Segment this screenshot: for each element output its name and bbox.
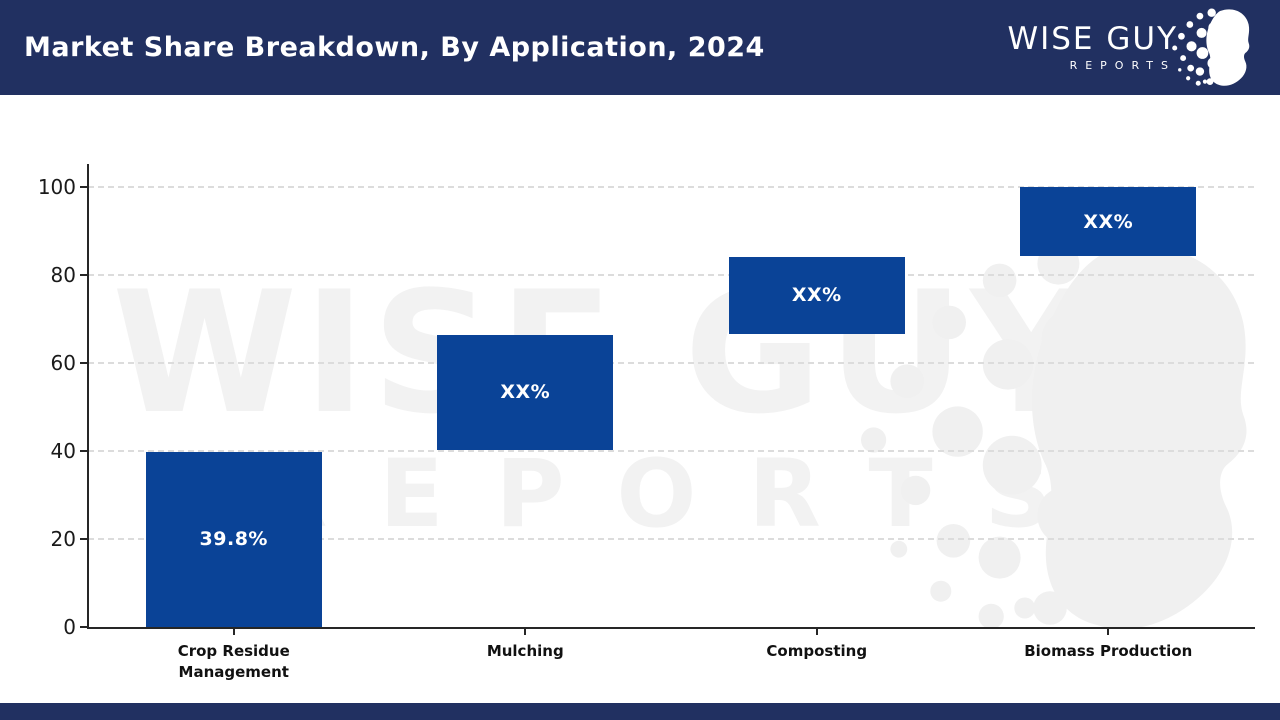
brand-logo: WISE GUY REPORTS [1007,6,1256,90]
x-tick-mark [1107,629,1110,635]
y-tick-mark [80,538,88,540]
bar: XX% [1020,187,1197,257]
y-gridline [88,186,1254,188]
footer-bar [0,703,1280,720]
y-tick-mark [80,274,88,276]
x-category-label: Mulching [486,642,564,660]
y-tick-mark [80,626,88,628]
y-tick-label: 40 [50,439,76,463]
y-gridline [88,274,1254,276]
y-tick-label: 20 [50,527,76,551]
bar: XX% [437,334,614,451]
x-tick-mark [524,629,527,635]
chart-area: WISE GUY REPORTS 0 20 40 60 80 100 39.8% Crop R… [0,95,1280,703]
y-gridline [88,538,1254,540]
bar-value-label: 39.8% [199,528,268,551]
y-tick-label: 100 [37,175,76,199]
x-category-label: Crop Residue Management [177,642,290,681]
y-tick-label: 0 [63,615,76,639]
header-bar: Market Share Breakdown, By Application, … [0,0,1280,95]
bar-value-label: XX% [1083,210,1134,233]
y-gridline [88,362,1254,364]
brand-logo-text: WISE GUY REPORTS [1007,20,1178,72]
brand-subname: REPORTS [1069,58,1176,72]
y-tick-mark [80,186,88,188]
x-category-label: Biomass Production [1024,642,1193,660]
page-title: Market Share Breakdown, By Application, … [24,32,765,63]
brand-name: WISE GUY [1007,20,1178,57]
y-tick-mark [80,450,88,452]
y-gridline [88,450,1254,452]
x-category-label: Composting [766,642,868,660]
bar-value-label: XX% [791,284,842,307]
y-tick-label: 60 [50,351,76,375]
y-tick-label: 80 [50,263,76,287]
y-tick-mark [80,362,88,364]
y-axis-line [87,164,89,629]
x-axis-line [87,627,1255,629]
x-tick-mark [815,629,818,635]
bar: 39.8% [145,451,322,627]
bar-value-label: XX% [500,381,551,404]
bar: XX% [728,256,905,334]
x-tick-mark [232,629,235,635]
